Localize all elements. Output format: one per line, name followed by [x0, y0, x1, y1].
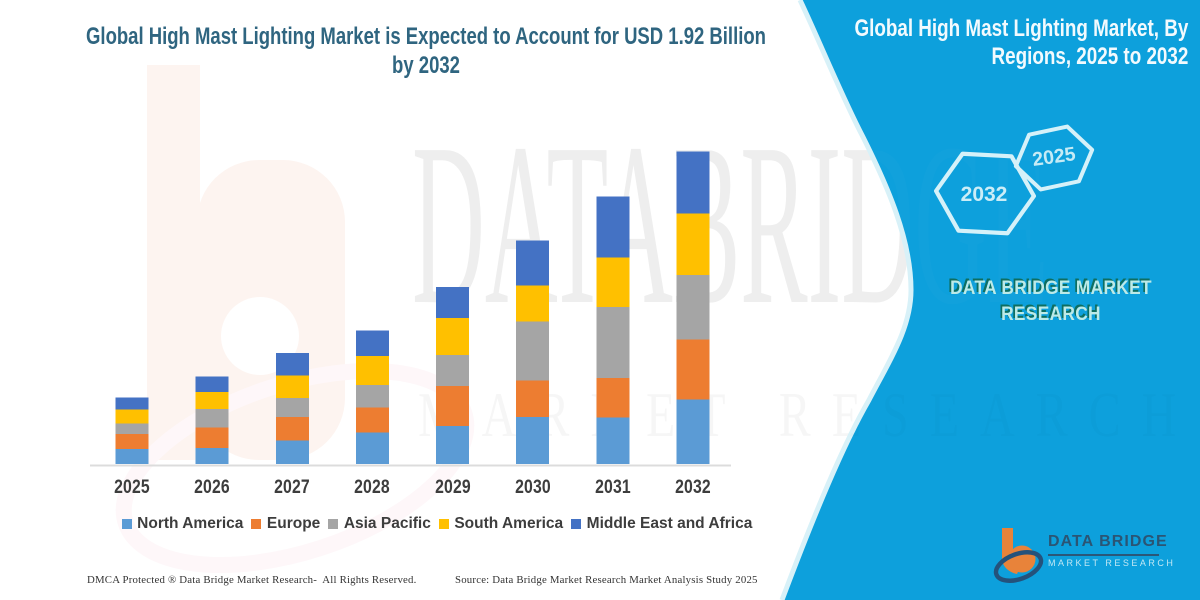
- svg-text:2032: 2032: [961, 183, 1008, 206]
